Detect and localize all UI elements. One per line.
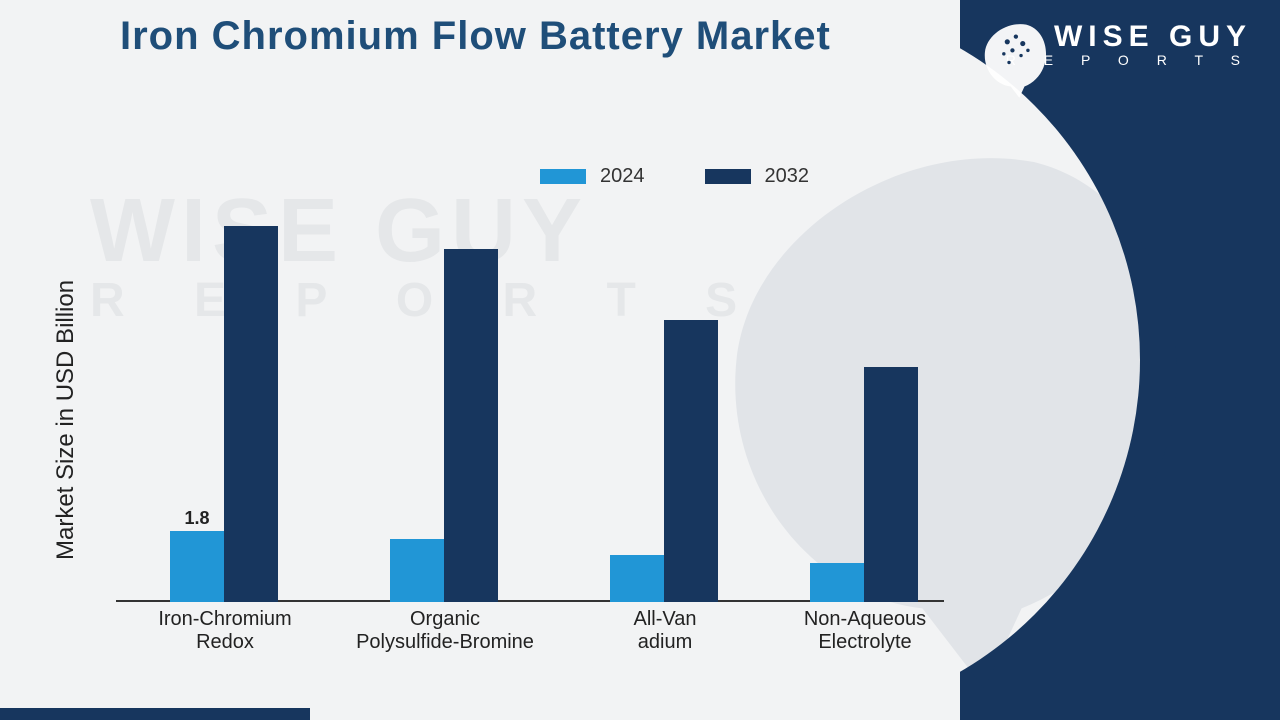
y-axis-label: Market Size in USD Billion	[52, 280, 80, 560]
chart-title: Iron Chromium Flow Battery Market	[120, 14, 831, 59]
bar-2032	[864, 367, 918, 602]
category-label: Iron-ChromiumRedox	[120, 608, 330, 654]
bar-2024	[610, 555, 664, 602]
category-label: OrganicPolysulfide-Bromine	[340, 608, 550, 654]
bar-value-label: 1.8	[170, 508, 224, 529]
legend: 2024 2032	[540, 165, 809, 188]
legend-label-2032: 2032	[765, 165, 810, 188]
bar-2024	[390, 539, 444, 602]
category-label: All-Vanadium	[560, 608, 770, 654]
plot-area: 1.8Iron-ChromiumRedoxOrganicPolysulfide-…	[120, 210, 940, 602]
bottom-accent-bar	[0, 708, 310, 720]
bar-2032	[444, 249, 498, 602]
bar-2024	[170, 531, 224, 602]
legend-item-2032: 2032	[705, 165, 810, 188]
brand-logo: WISE GUY R E P O R T S	[1006, 20, 1252, 68]
bar-2032	[224, 226, 278, 602]
bar-2024	[810, 563, 864, 602]
category-label: Non-AqueousElectrolyte	[760, 608, 970, 654]
legend-swatch-2032	[705, 169, 751, 184]
chart-canvas: WISE GUY R E P O R T S Iron Chromium Flo…	[0, 0, 1280, 720]
legend-swatch-2024	[540, 169, 586, 184]
legend-item-2024: 2024	[540, 165, 645, 188]
brand-head-icon	[966, 16, 1052, 102]
legend-label-2024: 2024	[600, 165, 645, 188]
bar-2032	[664, 320, 718, 602]
